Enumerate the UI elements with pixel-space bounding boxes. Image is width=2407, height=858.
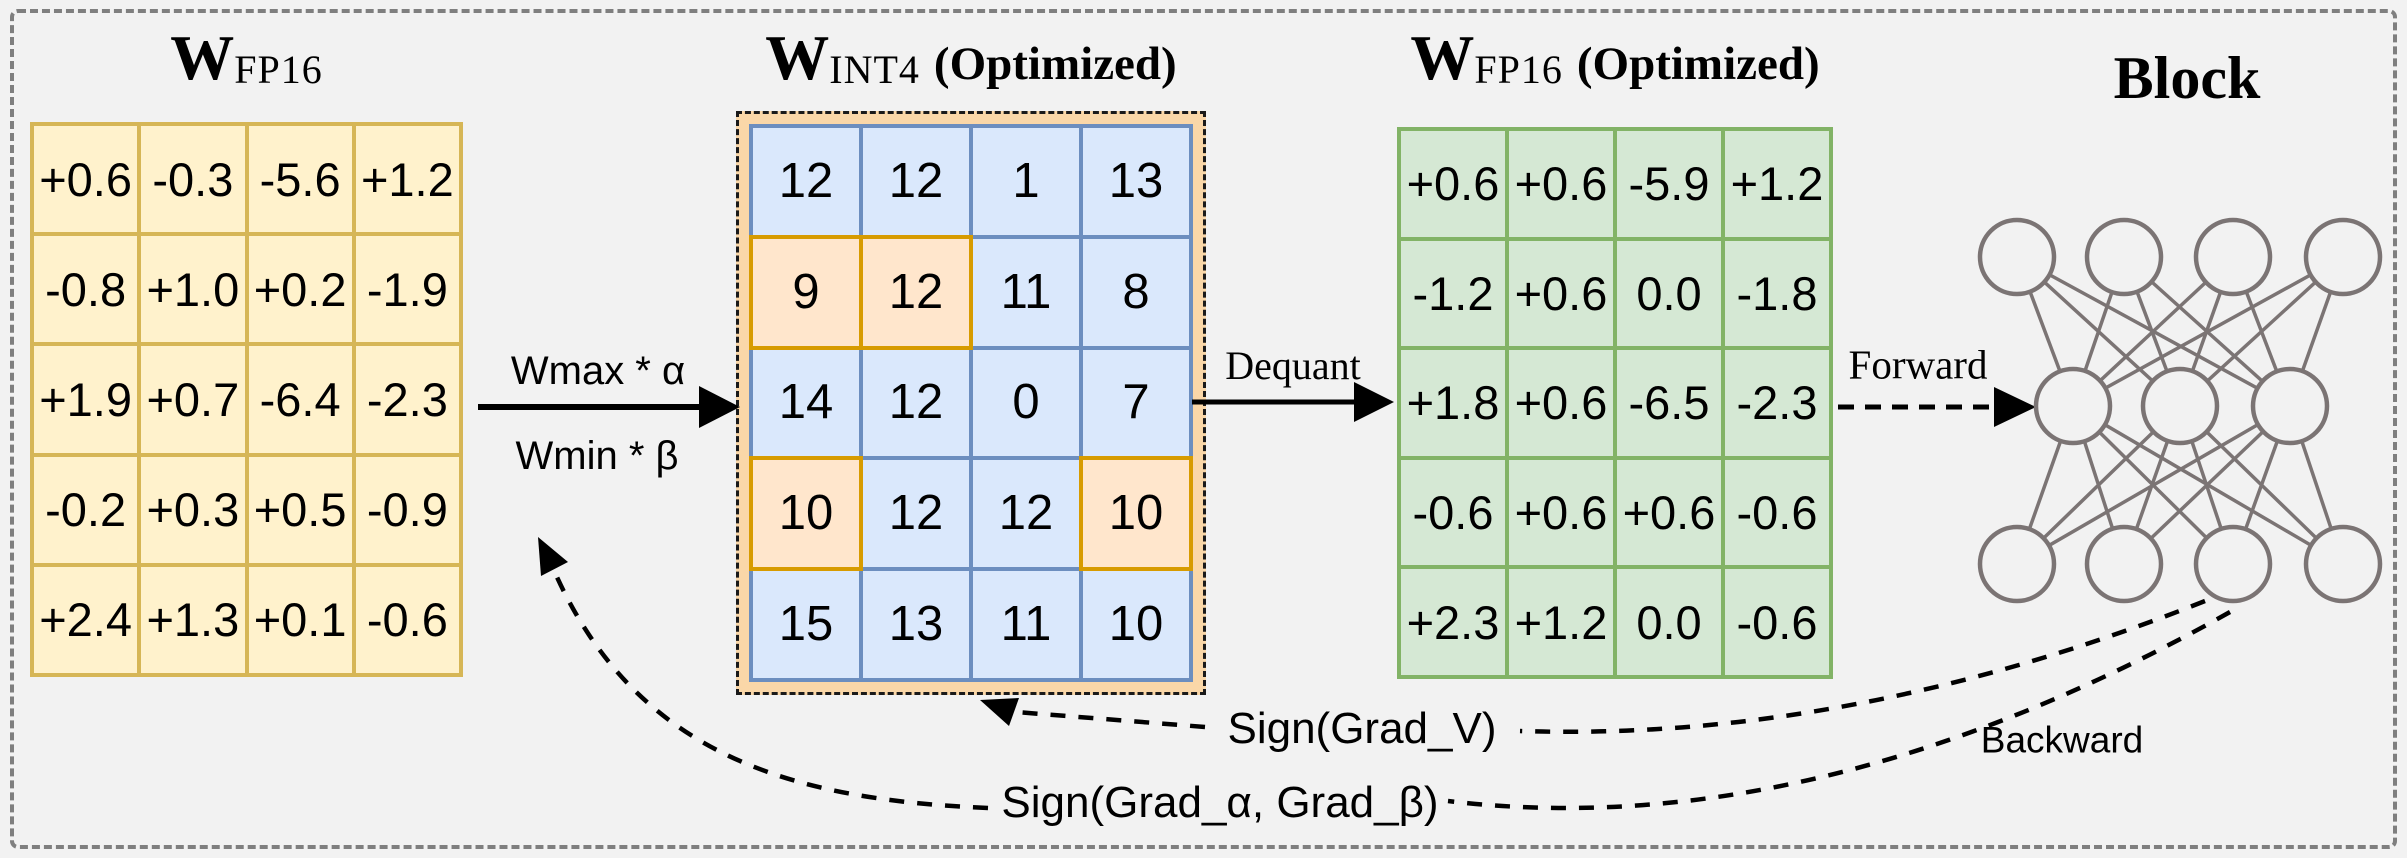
- matrix-cell: -0.8: [34, 236, 138, 343]
- matrix-cell: 11: [973, 571, 1079, 678]
- matrix-cell: -0.3: [141, 126, 245, 233]
- matrix-cell: 9: [753, 238, 859, 346]
- matrix-cell: 12: [753, 128, 859, 235]
- matrix-cell: +0.6: [1401, 131, 1505, 237]
- title-block: Block: [2113, 45, 2261, 111]
- matrix-cell: -6.4: [248, 346, 352, 453]
- matrix-cell: -0.6: [1725, 569, 1829, 675]
- matrix-cell: -1.8: [1725, 240, 1829, 347]
- title-subscript: FP16: [234, 47, 323, 92]
- matrix-cell: +1.0: [141, 236, 245, 343]
- matrix-cell: +2.3: [1401, 569, 1505, 675]
- matrix-cell: 10: [753, 460, 859, 568]
- matrix-cell: -0.6: [355, 566, 459, 673]
- matrix-cell: -0.6: [1725, 459, 1829, 566]
- matrix-cell: -2.3: [355, 346, 459, 453]
- matrix-cell: 14: [753, 349, 859, 457]
- matrix-cell: -0.6: [1401, 459, 1505, 566]
- matrix-w-int4: 12 12 1 13 9 12 11 8 14 12 0 7 10 12 12 10 15 13 11 10: [749, 124, 1193, 682]
- matrix-cell: -5.9: [1617, 131, 1721, 237]
- matrix-cell: 7: [1083, 349, 1189, 457]
- matrix-cell: -0.2: [34, 456, 138, 563]
- matrix-cell: 0.0: [1617, 240, 1721, 347]
- sign-grad-alpha-beta-label: Sign(Grad_α, Grad_β): [993, 776, 1447, 830]
- title-w-fp16: W FP16: [30, 20, 463, 96]
- matrix-cell: 12: [863, 460, 969, 568]
- matrix-cell: +0.1: [248, 566, 352, 673]
- matrix-cell: -0.9: [355, 456, 459, 563]
- matrix-cell: +1.2: [1725, 131, 1829, 237]
- matrix-cell: +1.2: [355, 126, 459, 233]
- backward-label: Backward: [1980, 719, 2144, 761]
- matrix-cell: 10: [1083, 460, 1189, 568]
- sign-grad-v-label: Sign(Grad_V): [1219, 702, 1505, 756]
- matrix-cell: 13: [1083, 128, 1189, 235]
- quantize-scale-alpha-label: Wmax * α: [510, 349, 686, 393]
- matrix-cell: 12: [863, 349, 969, 457]
- matrix-cell: +0.6: [1509, 459, 1613, 566]
- matrix-cell: +0.6: [1509, 350, 1613, 456]
- matrix-w-fp16-optimized: +0.6 +0.6 -5.9 +1.2 -1.2 +0.6 0.0 -1.8 +1.8 +0.6-…: [1397, 127, 1833, 679]
- matrix-cell: 11: [973, 238, 1079, 346]
- matrix-cell: 12: [863, 128, 969, 235]
- matrix-cell: 12: [863, 238, 969, 346]
- matrix-cell: +0.2: [248, 236, 352, 343]
- matrix-cell: +0.6: [1509, 240, 1613, 347]
- matrix-w-int4-container: 12 12 1 13 9 12 11 8 14 12 0 7 10 12 12 10 15 13 11 10: [736, 111, 1206, 695]
- matrix-cell: +1.9: [34, 346, 138, 453]
- title-subscript: INT4: [829, 47, 920, 92]
- matrix-cell: +0.6: [1509, 131, 1613, 237]
- matrix-cell: +1.8: [1401, 350, 1505, 456]
- title-main: W: [1410, 22, 1475, 93]
- matrix-cell: +0.6: [34, 126, 138, 233]
- title-suffix: (Optimized): [1576, 38, 1820, 90]
- title-subscript: FP16: [1474, 47, 1563, 92]
- matrix-cell: 0.0: [1617, 569, 1721, 675]
- matrix-cell: +0.6: [1617, 459, 1721, 566]
- title-w-fp16-optimized: W FP16 (Optimized): [1380, 20, 1850, 96]
- title-suffix: (Optimized): [933, 38, 1177, 90]
- matrix-cell: +0.5: [248, 456, 352, 563]
- matrix-cell: +1.3: [141, 566, 245, 673]
- matrix-cell: 1: [973, 128, 1079, 235]
- matrix-cell: +0.7: [141, 346, 245, 453]
- matrix-cell: +2.4: [34, 566, 138, 673]
- matrix-cell: 15: [753, 571, 859, 678]
- title-main: W: [170, 22, 235, 93]
- matrix-cell: 12: [973, 460, 1079, 568]
- title-main: W: [765, 22, 830, 93]
- matrix-cell: -1.2: [1401, 240, 1505, 347]
- matrix-cell: +0.3: [141, 456, 245, 563]
- matrix-cell: -2.3: [1725, 350, 1829, 456]
- title-w-int4-optimized: W INT4 (Optimized): [736, 20, 1206, 96]
- dequant-label: Dequant: [1225, 343, 1361, 388]
- matrix-cell: 0: [973, 349, 1079, 457]
- matrix-cell: -5.6: [248, 126, 352, 233]
- matrix-cell: 8: [1083, 238, 1189, 346]
- matrix-w-fp16: +0.6 -0.3 -5.6 +1.2 -0.8 +1.0 +0.2 -1.9 +1.9 +0.7…: [30, 122, 463, 677]
- figure-dashed-frame: [10, 9, 2397, 849]
- matrix-cell: 10: [1083, 571, 1189, 678]
- forward-label: Forward: [1848, 341, 1988, 388]
- matrix-cell: -6.5: [1617, 350, 1721, 456]
- matrix-cell: +1.2: [1509, 569, 1613, 675]
- matrix-cell: 13: [863, 571, 969, 678]
- matrix-cell: -1.9: [355, 236, 459, 343]
- quantize-scale-beta-label: Wmin * β: [515, 434, 679, 478]
